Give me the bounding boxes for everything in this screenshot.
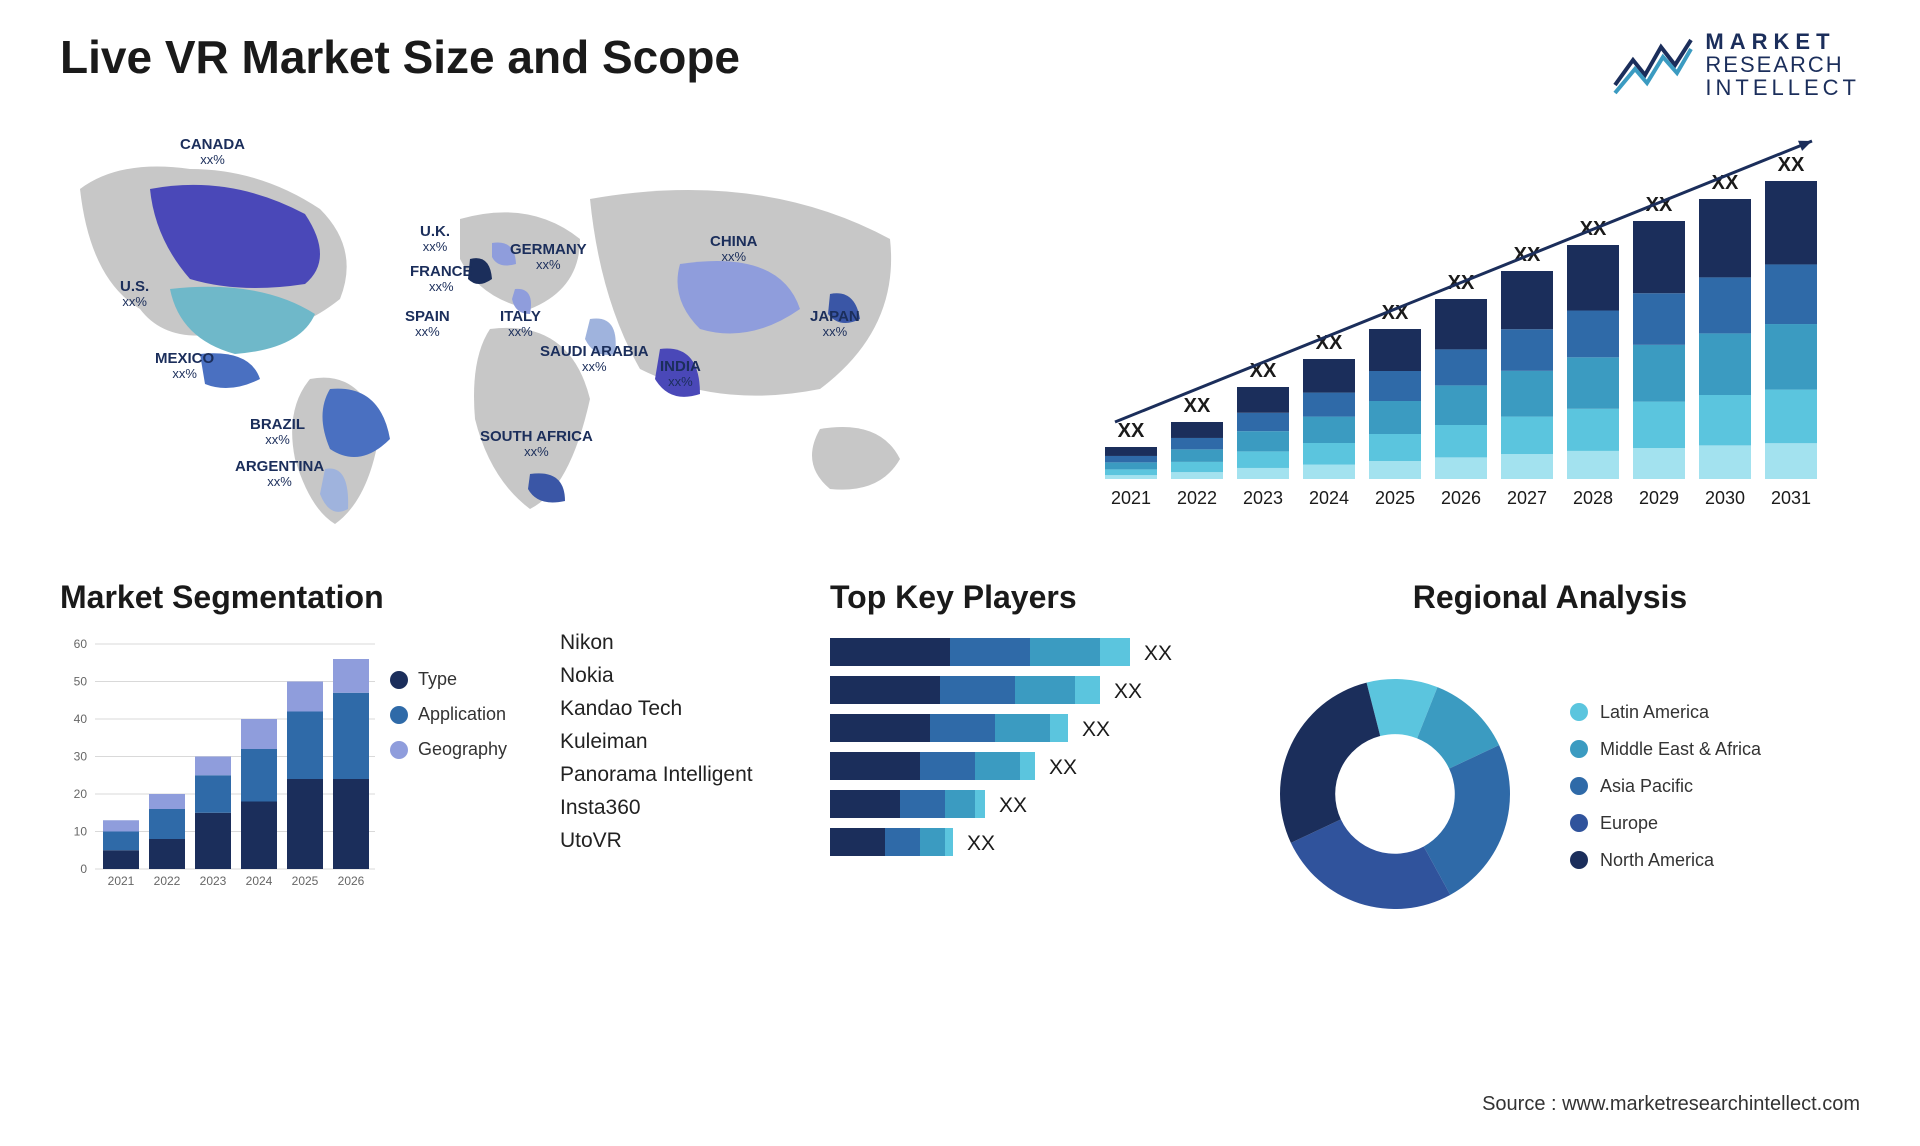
segmentation-title: Market Segmentation: [60, 579, 530, 616]
svg-text:2029: 2029: [1639, 488, 1679, 508]
logo-line1: MARKET: [1705, 30, 1860, 53]
segmentation-legend: Type Application Geography: [390, 669, 507, 774]
region-legend-item: Asia Pacific: [1570, 776, 1761, 797]
region-legend-item: North America: [1570, 850, 1761, 871]
map-label: ITALYxx%: [500, 309, 541, 338]
regional-title: Regional Analysis: [1250, 579, 1850, 616]
svg-text:60: 60: [74, 637, 88, 651]
segmentation-chart: 0 10 20 30 40 50 60 2021 2022 2023 2024 2025 2026: [60, 634, 380, 894]
map-label: CANADAxx%: [180, 137, 245, 166]
players-chart: XXXXXXXXXXXX: [830, 634, 1230, 894]
svg-text:XX: XX: [1144, 642, 1172, 665]
svg-text:2025: 2025: [1375, 488, 1415, 508]
svg-text:XX: XX: [1082, 718, 1110, 741]
map-label: SOUTH AFRICAxx%: [480, 429, 593, 458]
svg-text:2021: 2021: [1111, 488, 1151, 508]
svg-text:XX: XX: [1778, 154, 1805, 176]
svg-text:2030: 2030: [1705, 488, 1745, 508]
players-names: Nikon Nokia Kandao Tech Kuleiman Panorama In…: [560, 631, 790, 853]
svg-text:XX: XX: [1049, 756, 1077, 779]
svg-text:2031: 2031: [1771, 488, 1811, 508]
segment-legend-item: Application: [390, 704, 507, 725]
svg-text:2023: 2023: [1243, 488, 1283, 508]
player-name: UtoVR: [560, 829, 790, 853]
svg-text:XX: XX: [1118, 420, 1145, 442]
world-map: CANADAxx% U.S.xx% MEXICOxx% BRAZILxx% ARGENT…: [60, 129, 1040, 529]
svg-text:2024: 2024: [1309, 488, 1349, 508]
player-name: Panorama Intelligent: [560, 763, 790, 787]
source-credit: Source : www.marketresearchintellect.com: [1482, 1093, 1860, 1116]
main-growth-chart: XX2021XX2022XX2023XX2024XX2025XX2026XX20…: [1080, 129, 1860, 529]
svg-text:0: 0: [80, 862, 87, 876]
map-label: ARGENTINAxx%: [235, 459, 324, 488]
player-name: Nokia: [560, 664, 790, 688]
svg-text:XX: XX: [967, 832, 995, 855]
player-name: Insta360: [560, 796, 790, 820]
svg-text:2027: 2027: [1507, 488, 1547, 508]
segment-legend-item: Geography: [390, 739, 507, 760]
map-label: SAUDI ARABIAxx%: [540, 344, 649, 373]
svg-text:40: 40: [74, 712, 88, 726]
map-label: U.S.xx%: [120, 279, 149, 308]
logo-icon: [1613, 35, 1693, 95]
svg-text:XX: XX: [999, 794, 1027, 817]
svg-text:50: 50: [74, 675, 88, 689]
logo-line2: RESEARCH: [1705, 53, 1860, 76]
player-name: Kuleiman: [560, 730, 790, 754]
regional-legend: Latin America Middle East & Africa Asia Pa…: [1570, 702, 1761, 887]
svg-text:30: 30: [74, 750, 88, 764]
map-label: CHINAxx%: [710, 234, 758, 263]
region-legend-item: Middle East & Africa: [1570, 739, 1761, 760]
svg-text:XX: XX: [1184, 395, 1211, 417]
svg-text:2024: 2024: [246, 874, 273, 888]
page-title: Live VR Market Size and Scope: [60, 30, 740, 84]
map-label: JAPANxx%: [810, 309, 860, 338]
players-title: Top Key Players: [830, 579, 1230, 616]
svg-text:XX: XX: [1114, 680, 1142, 703]
svg-text:2021: 2021: [108, 874, 135, 888]
svg-text:2026: 2026: [338, 874, 365, 888]
svg-text:2025: 2025: [292, 874, 319, 888]
svg-text:2026: 2026: [1441, 488, 1481, 508]
svg-text:2023: 2023: [200, 874, 227, 888]
svg-text:2022: 2022: [1177, 488, 1217, 508]
map-label: BRAZILxx%: [250, 417, 305, 446]
player-name: Nikon: [560, 631, 790, 655]
logo: MARKET RESEARCH INTELLECT: [1613, 30, 1860, 99]
map-label: U.K.xx%: [420, 224, 450, 253]
map-label: GERMANYxx%: [510, 242, 587, 271]
svg-text:2022: 2022: [154, 874, 181, 888]
map-label: FRANCExx%: [410, 264, 473, 293]
regional-donut: [1250, 664, 1540, 924]
map-label: SPAINxx%: [405, 309, 450, 338]
logo-line3: INTELLECT: [1705, 76, 1860, 99]
region-legend-item: Europe: [1570, 813, 1761, 834]
map-label: MEXICOxx%: [155, 351, 214, 380]
player-name: Kandao Tech: [560, 697, 790, 721]
map-label: INDIAxx%: [660, 359, 701, 388]
region-legend-item: Latin America: [1570, 702, 1761, 723]
svg-text:20: 20: [74, 787, 88, 801]
svg-text:10: 10: [74, 825, 88, 839]
segment-legend-item: Type: [390, 669, 507, 690]
svg-text:2028: 2028: [1573, 488, 1613, 508]
